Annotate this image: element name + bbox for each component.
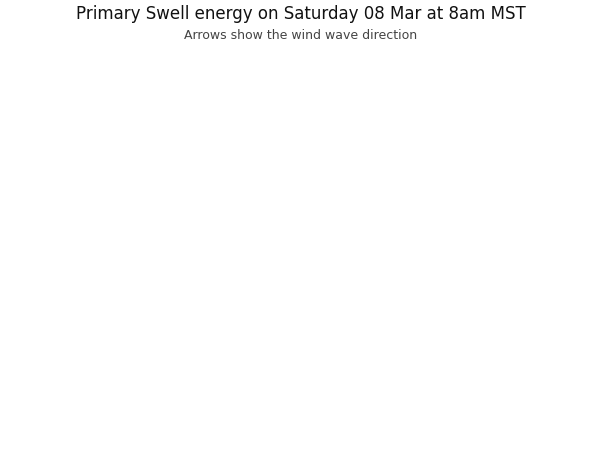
Text: Primary Swell energy on Saturday 08 Mar at 8am MST: Primary Swell energy on Saturday 08 Mar …: [76, 5, 525, 23]
Text: Arrows show the wind wave direction: Arrows show the wind wave direction: [184, 29, 417, 42]
Text: Cartopy required: Cartopy required: [242, 246, 359, 261]
